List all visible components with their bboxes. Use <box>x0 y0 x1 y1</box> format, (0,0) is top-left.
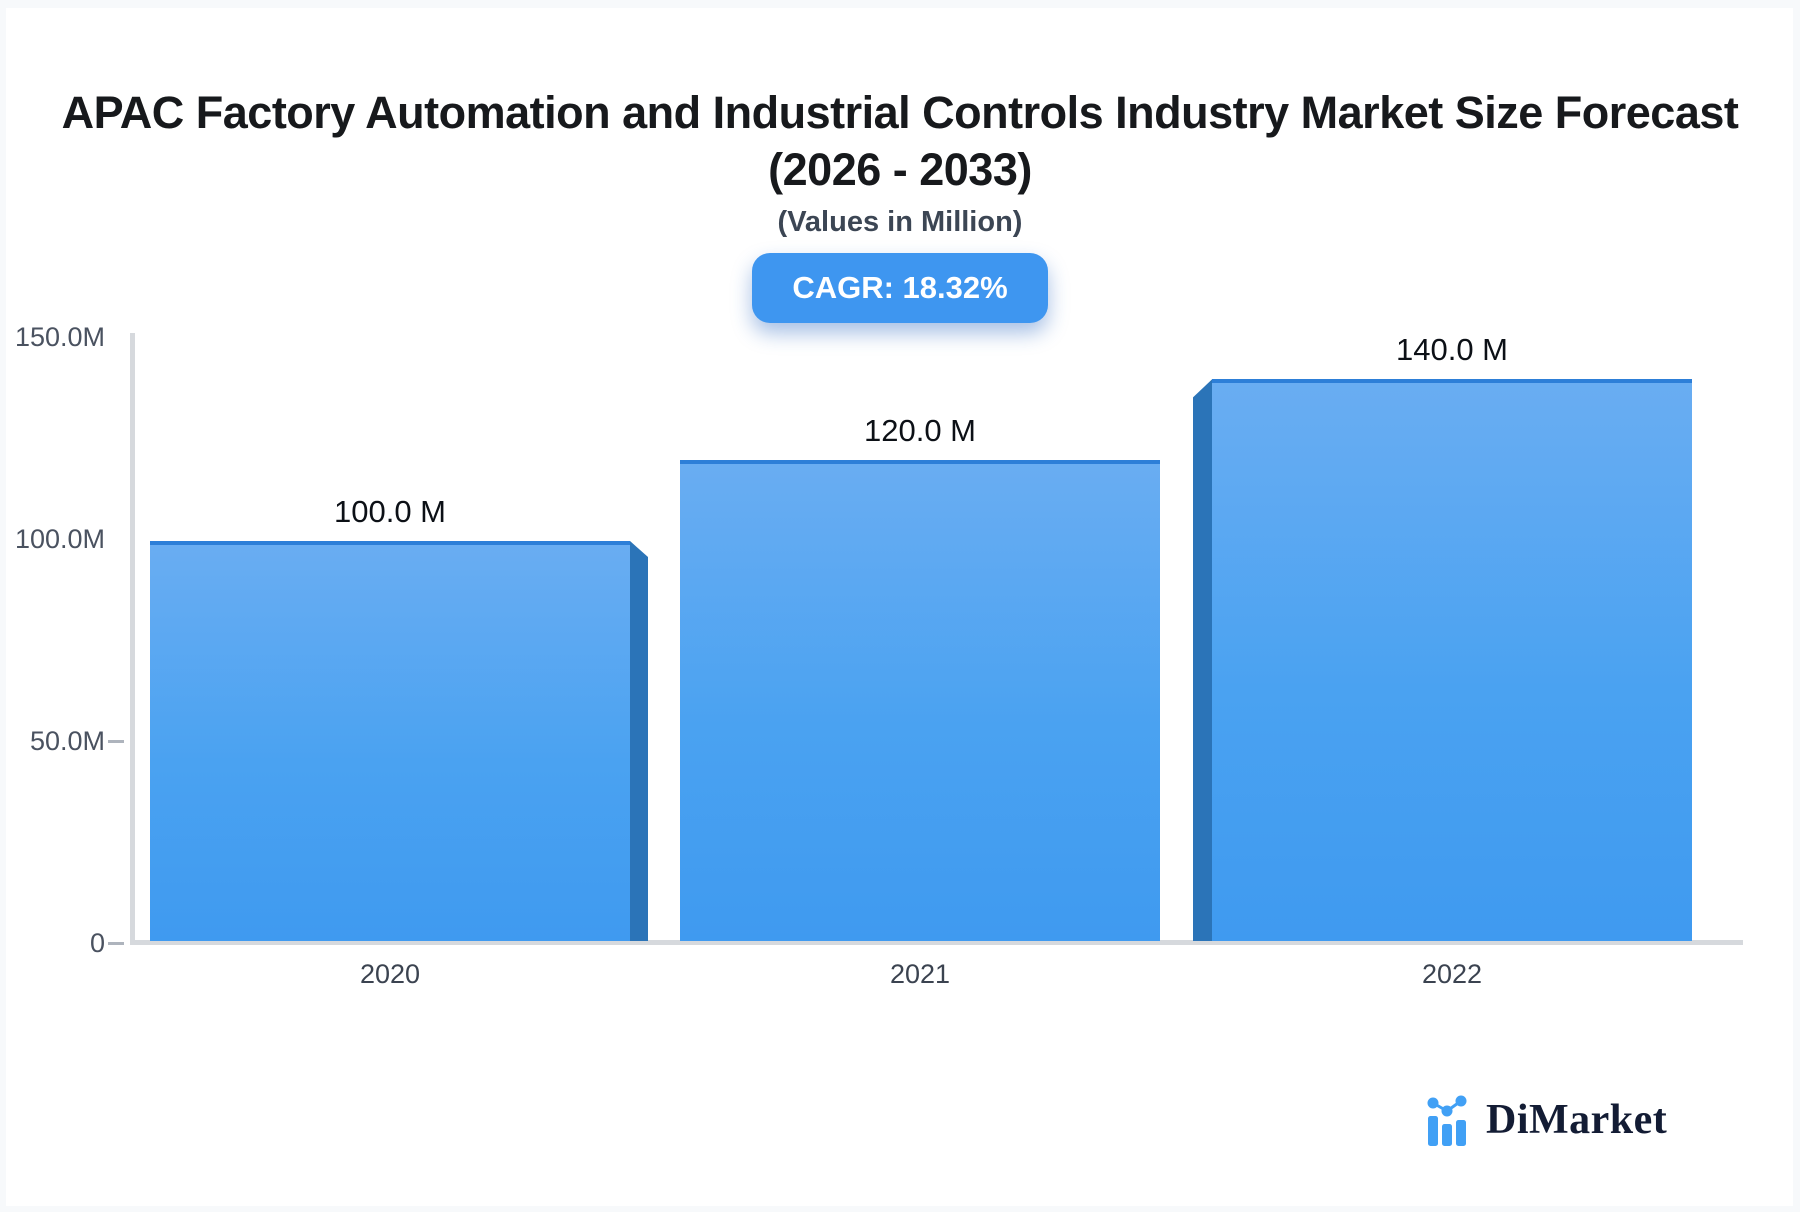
bar-value-label: 140.0 M <box>1395 332 1508 368</box>
y-axis-tick-mark <box>108 942 124 945</box>
y-axis-tick-label: 150.0M <box>14 322 105 352</box>
chart-header: APAC Factory Automation and Industrial C… <box>0 84 1800 323</box>
x-axis-category-label: 2022 <box>1421 959 1483 989</box>
brand-logo: DiMarket <box>1424 1092 1667 1146</box>
bar-2021[interactable] <box>680 460 1160 941</box>
chart-title-line1: APAC Factory Automation and Industrial C… <box>61 87 1739 138</box>
brand-name: DiMarket <box>1486 1097 1668 1143</box>
chart-title: APAC Factory Automation and Industrial C… <box>0 84 1800 198</box>
y-axis-tick-label: 100.0M <box>14 524 105 554</box>
x-axis-line <box>130 940 1743 945</box>
chart-subtitle: (Values in Million) <box>777 206 1023 238</box>
y-axis-tick-mark <box>108 740 124 743</box>
y-axis-line <box>130 333 135 945</box>
bar-chart-logo-icon <box>1427 1095 1467 1146</box>
bar-value-label: 120.0 M <box>863 413 976 449</box>
bar-2022[interactable] <box>1212 379 1692 941</box>
bar-3d-side <box>1193 379 1212 941</box>
bar-3d-side <box>630 541 648 941</box>
bar-value-label: 100.0 M <box>333 494 446 529</box>
y-axis-tick-label: 50.0M <box>29 726 105 756</box>
cagr-badge: CAGR: 18.32% <box>752 253 1048 323</box>
chart-title-line2: (2026 - 2033) <box>768 144 1032 195</box>
y-axis-tick-label: 0 <box>89 928 105 958</box>
x-axis-category-label: 2021 <box>889 959 951 989</box>
x-axis-category-label: 2020 <box>359 959 421 989</box>
bar-2020[interactable] <box>150 541 630 941</box>
